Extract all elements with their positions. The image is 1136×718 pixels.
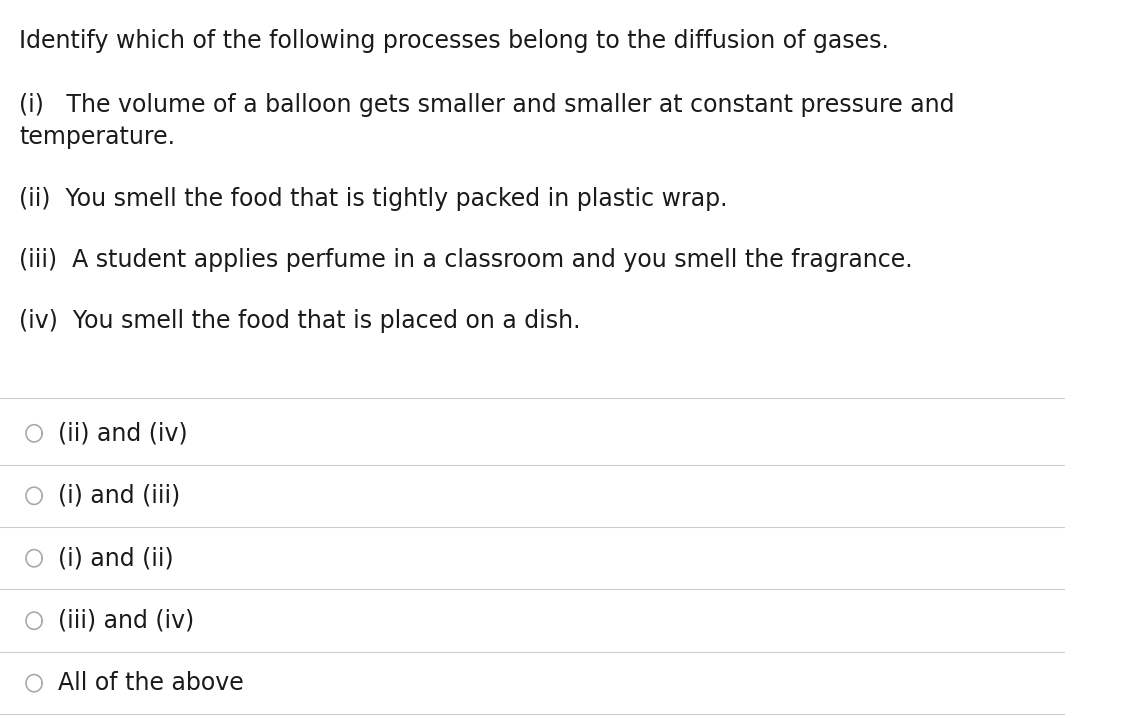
Text: (iv)  You smell the food that is placed on a dish.: (iv) You smell the food that is placed o… <box>19 309 580 332</box>
Text: (iii) and (iv): (iii) and (iv) <box>58 609 194 633</box>
Text: (i) and (iii): (i) and (iii) <box>58 484 181 508</box>
Text: (i)   The volume of a balloon gets smaller and smaller at constant pressure and
: (i) The volume of a balloon gets smaller… <box>19 93 954 149</box>
Text: (i) and (ii): (i) and (ii) <box>58 546 174 570</box>
Text: (iii)  A student applies perfume in a classroom and you smell the fragrance.: (iii) A student applies perfume in a cla… <box>19 248 913 271</box>
Text: All of the above: All of the above <box>58 671 244 695</box>
Text: Identify which of the following processes belong to the diffusion of gases.: Identify which of the following processe… <box>19 29 889 52</box>
Text: (ii)  You smell the food that is tightly packed in plastic wrap.: (ii) You smell the food that is tightly … <box>19 187 728 210</box>
Text: (ii) and (iv): (ii) and (iv) <box>58 421 187 445</box>
